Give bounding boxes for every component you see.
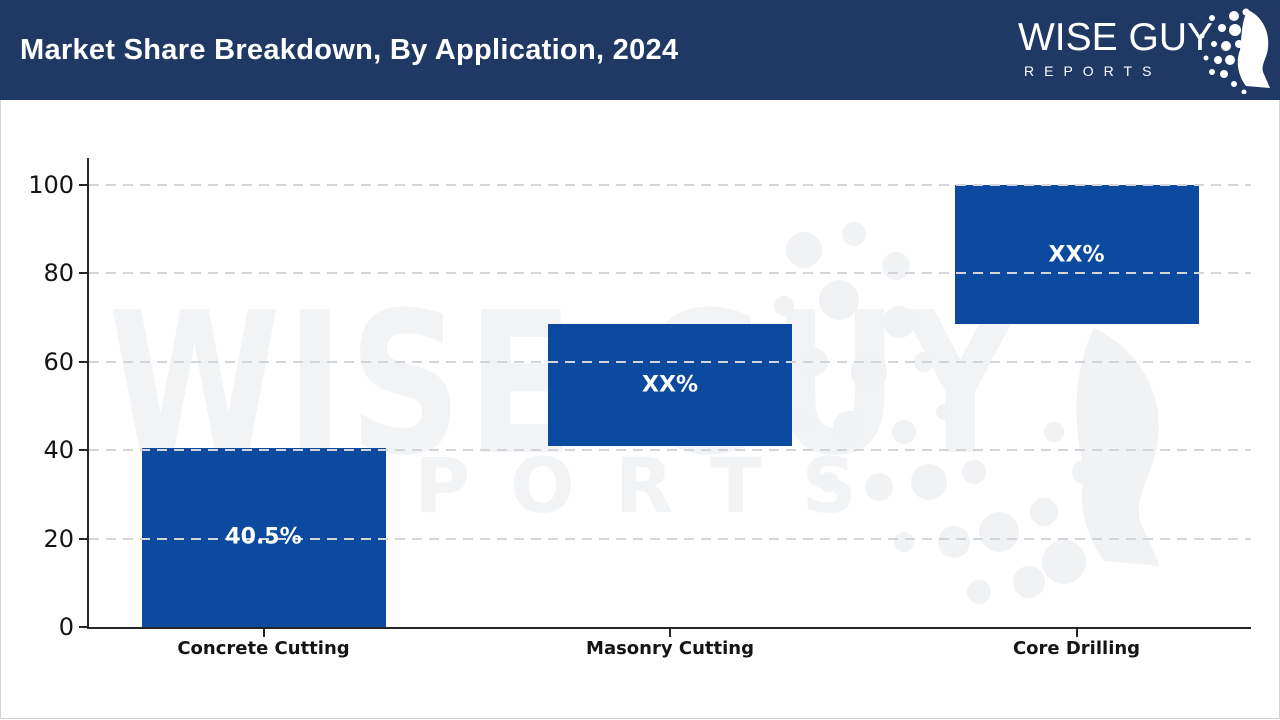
y-tick-label: 40: [43, 436, 74, 465]
gridline: [89, 360, 1251, 363]
page-title: Market Share Breakdown, By Application, …: [20, 33, 679, 66]
x-category-label: Masonry Cutting: [586, 638, 754, 659]
gridline: [89, 449, 1251, 452]
y-tick-label: 100: [28, 171, 74, 199]
bar-value-label: XX%: [642, 372, 698, 398]
dotted-face-icon: [1199, 8, 1270, 94]
x-axis-line: [87, 627, 1251, 629]
x-category-label: Concrete Cutting: [177, 638, 350, 659]
wise-guy-reports-logo: WISE GUY REPORTS: [1018, 8, 1270, 94]
y-tick-label: 20: [43, 524, 74, 553]
y-tick-label: 80: [43, 259, 74, 288]
y-axis-tick: [79, 537, 87, 540]
gridline: [89, 537, 1251, 540]
logo-wordmark: WISE GUY: [1018, 16, 1213, 59]
gridline: [89, 272, 1251, 275]
gridline: [89, 184, 1251, 186]
watermark-face-icon: [761, 222, 1160, 604]
bar-concrete-cutting: [141, 447, 386, 627]
header-bar: Market Share Breakdown, By Application, …: [0, 0, 1280, 100]
y-axis-tick: [79, 449, 87, 452]
y-tick-label: 0: [58, 613, 74, 641]
y-axis-tick: [79, 272, 87, 275]
x-axis-tick: [262, 629, 265, 637]
y-axis-tick: [79, 184, 87, 186]
x-axis-tick: [1075, 629, 1078, 637]
y-tick-label: 60: [43, 347, 74, 376]
bar-masonry-cutting: [548, 324, 792, 446]
x-category-label: Core Drilling: [1012, 638, 1141, 659]
x-axis-tick: [669, 629, 671, 637]
logo-subtext: REPORTS: [1024, 63, 1161, 79]
bar-core-drilling: [954, 185, 1199, 325]
bar-value-label: XX%: [1048, 242, 1105, 268]
y-axis-tick: [79, 626, 87, 628]
y-axis-tick: [79, 360, 87, 363]
bar-value-label: 40.5%: [225, 524, 302, 550]
y-axis-line: [87, 158, 89, 629]
